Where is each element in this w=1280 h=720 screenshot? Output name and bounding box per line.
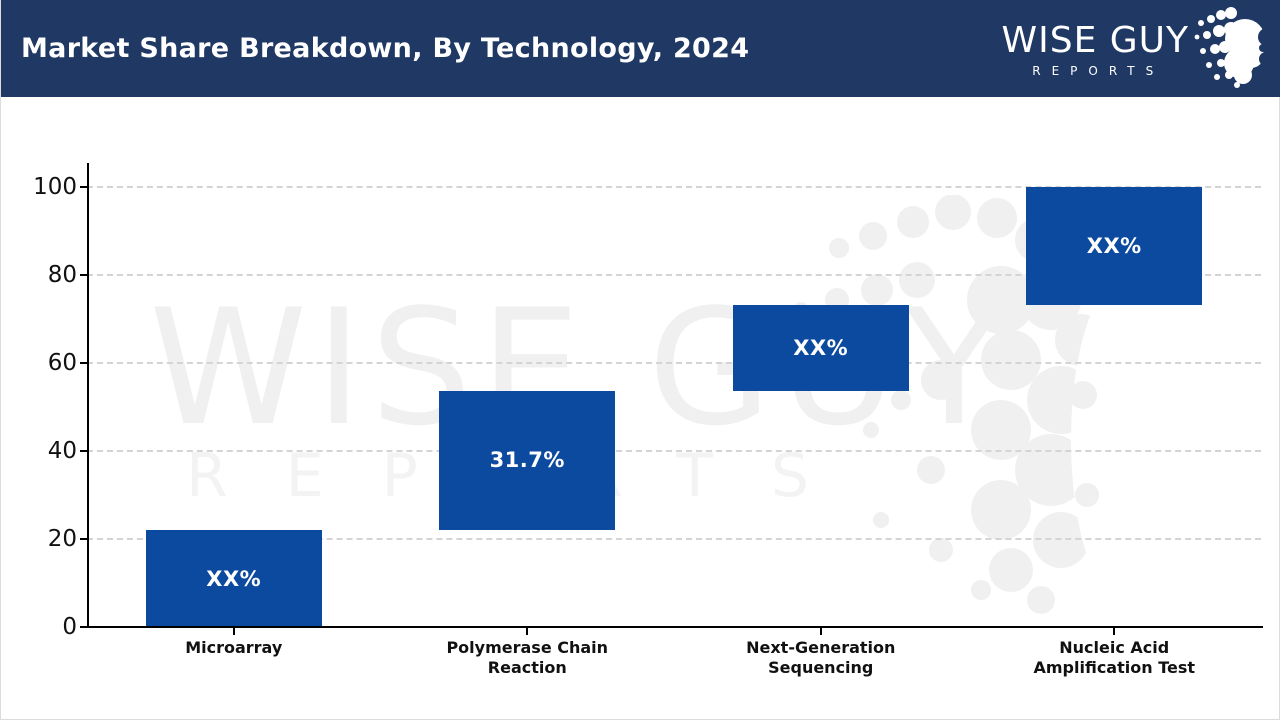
y-tick-label: 80 — [47, 262, 77, 288]
x-category-label: Polymerase Chain Reaction — [377, 638, 677, 678]
bar-polymerase-chain-reaction: 31.7% — [439, 390, 616, 531]
x-tick-mark — [819, 628, 822, 635]
gridline-40 — [87, 450, 1261, 452]
y-tick-mark — [80, 538, 87, 540]
bar-value-label: XX% — [793, 336, 849, 361]
y-tick-label: 100 — [33, 174, 77, 200]
x-axis-spine — [87, 626, 1263, 628]
y-tick-mark — [80, 450, 87, 452]
x-category-label: Next-Generation Sequencing — [671, 638, 971, 678]
gridline-100 — [87, 186, 1261, 188]
x-tick-mark — [1113, 628, 1116, 635]
y-tick-label: 60 — [47, 350, 77, 376]
x-tick-mark — [526, 628, 529, 635]
y-tick-mark — [80, 626, 87, 628]
gridline-20 — [87, 538, 1261, 540]
y-tick-mark — [80, 362, 87, 364]
gridline-80 — [87, 274, 1261, 276]
bar-value-label: 31.7% — [489, 448, 565, 473]
y-tick-label: 0 — [62, 614, 77, 640]
bar-value-label: XX% — [206, 566, 262, 591]
logo-name-text: WISE GUY — [1001, 20, 1189, 61]
x-category-label-line: Next-Generation — [746, 638, 896, 657]
bar-value-label: XX% — [1086, 234, 1142, 259]
bar-next-generation-sequencing: XX% — [732, 305, 909, 391]
bar-microarray: XX% — [145, 530, 322, 627]
x-category-label: Nucleic Acid Amplification Test — [964, 638, 1264, 678]
x-category-label-line: Amplification Test — [1033, 658, 1195, 677]
chart-title: Market Share Breakdown, By Technology, 2… — [21, 33, 750, 64]
x-category-label-line: Polymerase Chain — [446, 638, 609, 657]
x-category-label-line: Sequencing — [768, 658, 874, 677]
y-tick-mark — [80, 274, 87, 276]
gridline-60 — [87, 362, 1261, 364]
x-category-label-line: Microarray — [185, 638, 283, 657]
y-axis-spine — [87, 163, 89, 628]
y-tick-mark — [80, 186, 87, 188]
x-category-label-line: Reaction — [487, 658, 567, 677]
x-tick-mark — [232, 628, 235, 635]
logo-head-icon — [1194, 7, 1267, 88]
x-category-label: Microarray — [84, 638, 384, 658]
bar-nucleic-acid-amplification-test: XX% — [1026, 187, 1203, 306]
y-tick-label: 20 — [47, 526, 77, 552]
header-bar: Market Share Breakdown, By Technology, 2… — [1, 0, 1280, 97]
x-category-label-line: Nucleic Acid — [1059, 638, 1170, 657]
logo-tagline-text: REPORTS — [1032, 64, 1165, 78]
wise-guy-reports-logo: WISE GUY REPORTS — [1001, 6, 1267, 92]
y-tick-label: 40 — [47, 438, 77, 464]
